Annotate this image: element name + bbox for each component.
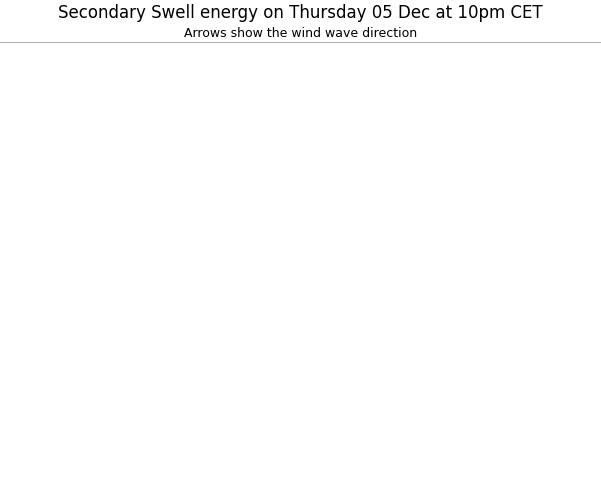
- Text: Arrows show the wind wave direction: Arrows show the wind wave direction: [184, 27, 417, 40]
- Text: cartopy required: cartopy required: [243, 267, 358, 280]
- Text: Secondary Swell energy on Thursday 05 Dec at 10pm CET: Secondary Swell energy on Thursday 05 De…: [58, 4, 543, 22]
